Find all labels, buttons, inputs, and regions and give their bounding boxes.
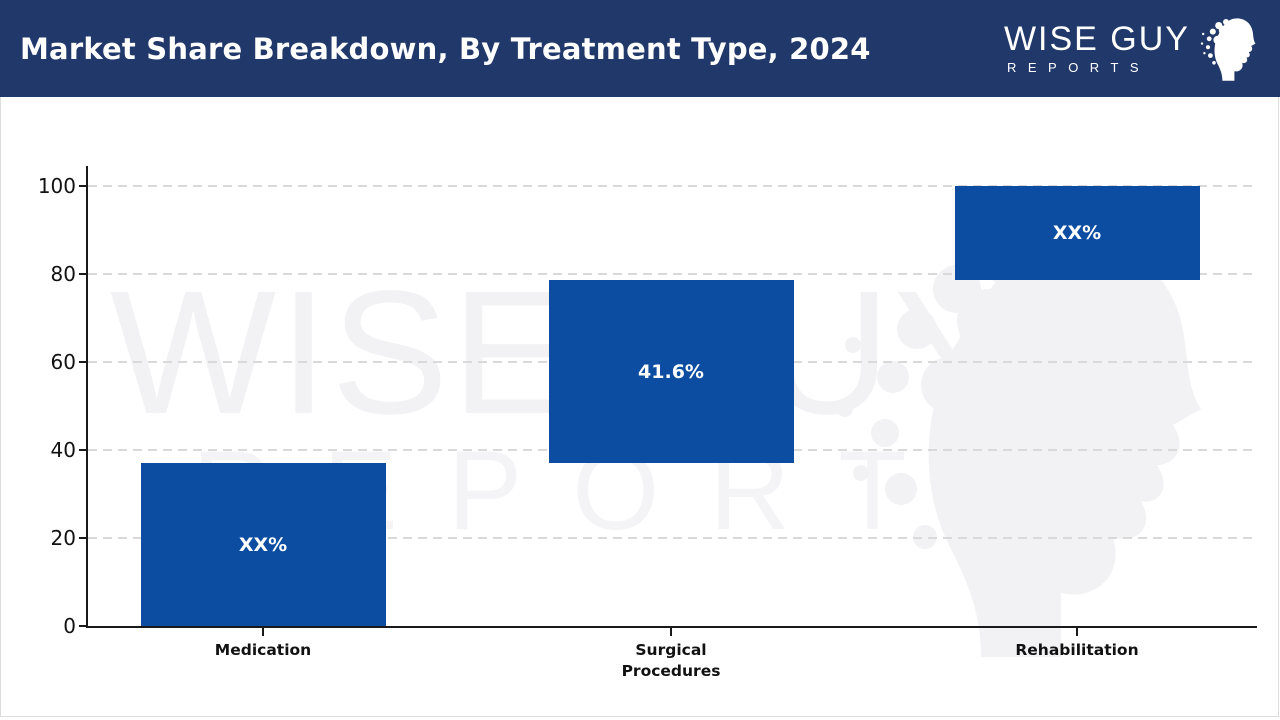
y-tick-label-40: 40 bbox=[50, 438, 76, 462]
y-tick-label-0: 0 bbox=[63, 614, 76, 638]
x-tick-mark-2 bbox=[1076, 628, 1078, 636]
gridline-80 bbox=[88, 273, 1257, 275]
page-title: Market Share Breakdown, By Treatment Typ… bbox=[20, 31, 871, 66]
bar-1: 41.6% bbox=[548, 280, 794, 464]
brand-head-icon bbox=[1196, 16, 1256, 82]
x-tick-mark-0 bbox=[262, 628, 264, 636]
bar-value-label-2: XX% bbox=[1052, 222, 1102, 245]
bar-value-label-1: 41.6% bbox=[638, 360, 704, 383]
gridline-100 bbox=[88, 185, 1257, 187]
x-category-label-0: Medication bbox=[214, 641, 312, 659]
bar-0: XX% bbox=[140, 463, 386, 626]
brand-logo: WISE GUY REPORTS bbox=[1004, 16, 1256, 82]
x-axis-spine bbox=[86, 626, 1257, 628]
bar-2: XX% bbox=[954, 186, 1200, 281]
bar-value-label-0: XX% bbox=[238, 533, 288, 556]
y-tick-label-80: 80 bbox=[50, 262, 76, 286]
y-tick-mark-20 bbox=[79, 537, 86, 539]
y-tick-label-20: 20 bbox=[50, 526, 76, 550]
x-category-label-1: Surgical Procedures bbox=[621, 641, 721, 680]
y-tick-mark-0 bbox=[79, 625, 86, 627]
y-tick-mark-60 bbox=[79, 361, 86, 363]
y-tick-mark-80 bbox=[79, 273, 86, 275]
brand-wordmark: WISE GUY REPORTS bbox=[1004, 22, 1190, 75]
y-tick-mark-40 bbox=[79, 449, 86, 451]
x-category-label-2: Rehabilitation bbox=[1015, 641, 1139, 659]
y-tick-mark-100 bbox=[79, 185, 86, 187]
brand-reports-text: REPORTS bbox=[1006, 60, 1151, 75]
x-tick-mark-1 bbox=[670, 628, 672, 636]
y-tick-label-100: 100 bbox=[37, 174, 76, 198]
gridline-20 bbox=[88, 537, 1257, 539]
y-axis-spine bbox=[86, 166, 88, 628]
y-tick-label-60: 60 bbox=[50, 350, 76, 374]
brand-name-text: WISE GUY bbox=[1003, 20, 1190, 58]
header-bar: Market Share Breakdown, By Treatment Typ… bbox=[0, 0, 1280, 97]
